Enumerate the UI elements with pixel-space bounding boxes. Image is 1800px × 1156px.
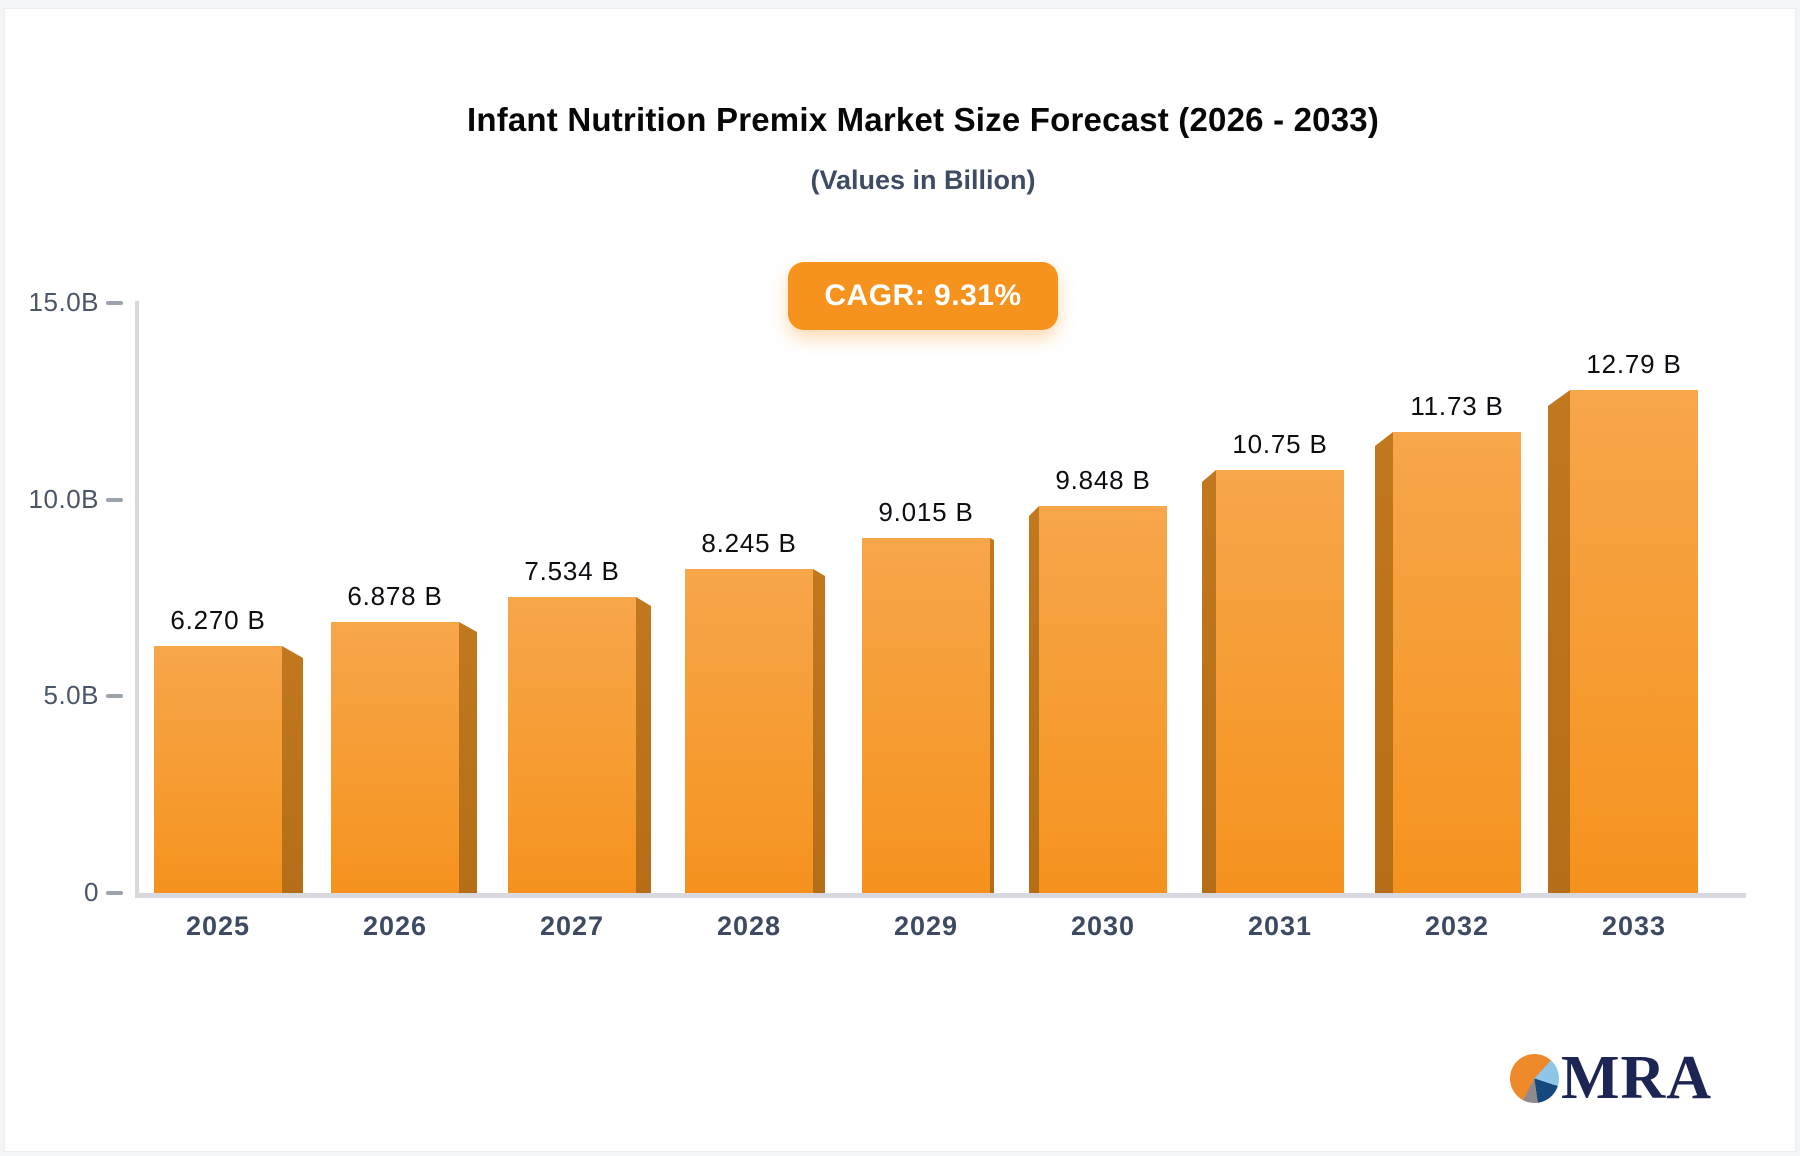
bar-face-2027	[508, 597, 636, 893]
bar-side-face-2030	[1029, 506, 1039, 893]
bar-face-2033	[1570, 390, 1698, 893]
bar-2033: 12.79 B	[1548, 349, 1698, 893]
y-tick-label-15.0B: 15.0B	[28, 287, 99, 317]
chart-title: Infant Nutrition Premix Market Size Fore…	[466, 101, 1380, 138]
bar-face-2028	[685, 569, 813, 893]
bar-2030: 9.848 B	[1029, 465, 1167, 893]
bar-value-label-2031: 10.75 B	[1232, 429, 1328, 459]
bar-face-2031	[1216, 470, 1344, 893]
bar-side-face-2026	[459, 622, 477, 893]
x-axis-label-2028: 2028	[716, 911, 782, 941]
bar-face-2030	[1039, 506, 1167, 893]
cagr-badge: CAGR: 9.31%	[788, 262, 1058, 330]
x-axis-label-2027: 2027	[539, 911, 605, 941]
x-axis-label-2029: 2029	[893, 911, 959, 941]
y-tick-label-5.0B: 5.0B	[43, 680, 99, 711]
pie-chart-logo-icon	[1510, 1053, 1559, 1103]
x-axis-label-2025: 2025	[185, 911, 251, 941]
bar-2027: 7.534 B	[508, 556, 651, 893]
bar-value-label-2032: 11.73 B	[1410, 391, 1504, 421]
x-axis-label-2026: 2026	[362, 911, 428, 941]
y-axis-line	[135, 301, 139, 895]
y-tick-dash-5.0B	[106, 694, 123, 699]
bar-face-2026	[331, 622, 459, 893]
bar-side-face-2031	[1202, 470, 1216, 893]
bar-2025: 6.270 B	[154, 605, 303, 893]
bar-side-face-2032	[1375, 432, 1393, 893]
bar-value-label-2025: 6.270 B	[170, 605, 266, 635]
bar-2026: 6.878 B	[331, 581, 477, 893]
bar-value-label-2033: 12.79 B	[1586, 349, 1682, 379]
bar-value-label-2028: 8.245 B	[701, 528, 797, 558]
x-axis-label-2032: 2032	[1424, 911, 1490, 941]
x-axis-label-2033: 2033	[1601, 911, 1667, 941]
x-axis-label-2031: 2031	[1247, 911, 1313, 941]
x-axis-label-2030: 2030	[1070, 911, 1136, 941]
bar-value-label-2029: 9.015 B	[878, 497, 974, 527]
bar-face-2025	[154, 646, 282, 893]
bar-face-2032	[1393, 432, 1521, 893]
card-background: Infant Nutrition Premix Market Size Fore…	[4, 8, 1796, 1152]
bar-value-label-2026: 6.878 B	[347, 581, 443, 611]
bar-2031: 10.75 B	[1202, 429, 1344, 893]
y-tick-label-0: 0	[84, 877, 99, 907]
cagr-badge-row: CAGR: 9.31%	[51, 262, 1795, 330]
bar-2029: 9.015 B	[862, 497, 994, 893]
y-tick-dash-15.0B	[106, 301, 123, 305]
bar-side-face-2033	[1548, 390, 1570, 893]
bar-value-label-2030: 9.848 B	[1055, 465, 1151, 495]
brand-logo: MRA	[1510, 1047, 1712, 1109]
x-axis-line	[135, 893, 1746, 898]
bar-side-face-2025	[282, 646, 303, 893]
chart-subtitle: (Values in Billion)	[810, 165, 1036, 195]
y-tick-dash-10.0B	[106, 497, 123, 502]
bar-side-face-2028	[813, 569, 825, 893]
y-tick-label-10.0B: 10.0B	[28, 483, 99, 514]
y-tick-dash-0	[106, 891, 123, 895]
bar-side-face-2027	[636, 597, 651, 893]
bar-2028: 8.245 B	[685, 528, 825, 893]
brand-name: MRA	[1561, 1044, 1713, 1112]
bar-2032: 11.73 B	[1375, 391, 1521, 893]
bar-value-label-2027: 7.534 B	[524, 556, 620, 586]
bar-face-2029	[862, 538, 990, 893]
bar-side-face-2029	[990, 538, 994, 893]
